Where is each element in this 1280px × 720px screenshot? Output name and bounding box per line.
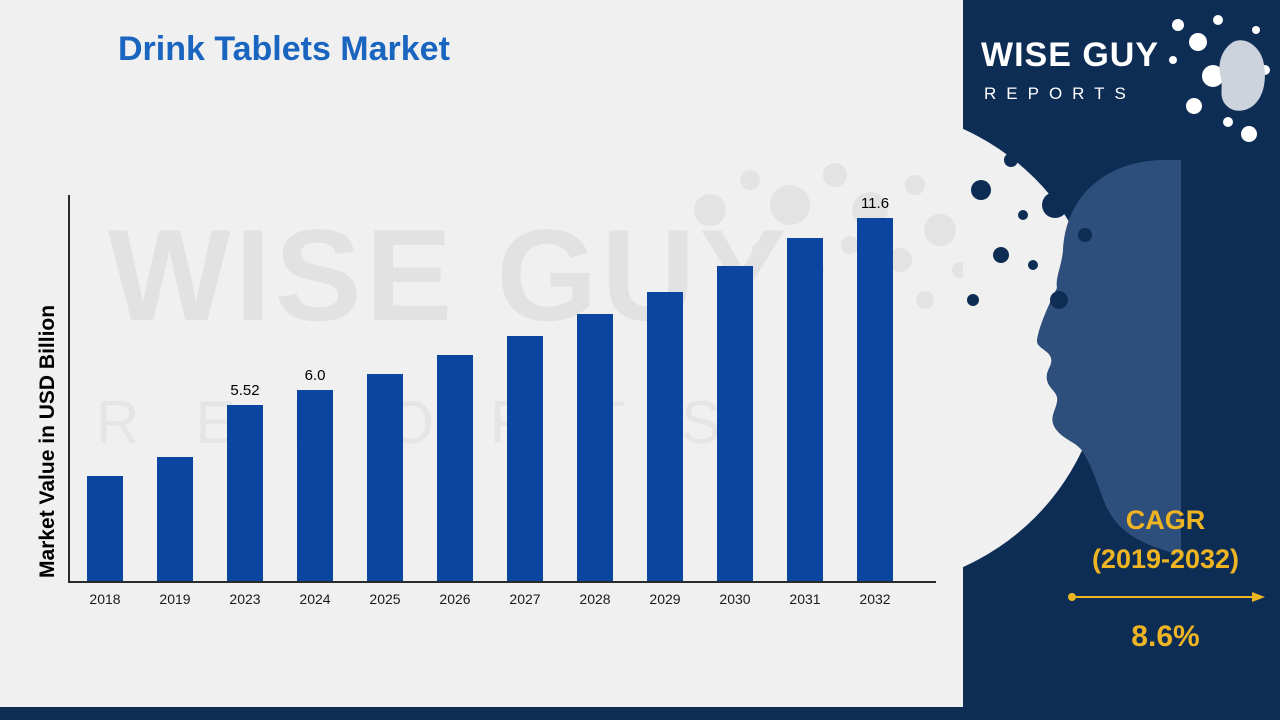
bar-chart: 2018 2019 5.52 2023 6.0 2024 2025 2026 2027 2028 2… bbox=[68, 195, 936, 607]
bar-2029 bbox=[647, 291, 683, 581]
x-tick-2026: 2026 bbox=[439, 591, 471, 607]
cagr-arrow-line bbox=[1067, 592, 1265, 602]
bar-2019 bbox=[157, 457, 193, 581]
x-tick-2028: 2028 bbox=[579, 591, 611, 607]
x-tick-2025: 2025 bbox=[369, 591, 401, 607]
bottom-accent-bar bbox=[0, 707, 1280, 720]
page-title: Drink Tablets Market bbox=[118, 30, 450, 68]
cagr-block: CAGR (2019-2032) 8.6% bbox=[1058, 505, 1273, 654]
x-tick-2029: 2029 bbox=[649, 591, 681, 607]
bar-group-2025: 2025 bbox=[350, 195, 420, 607]
watermark-reports-text: REPORTS bbox=[96, 388, 777, 457]
bar-value-label-2023: 5.52 bbox=[230, 382, 260, 400]
cagr-label: CAGR bbox=[1125, 505, 1206, 535]
bar-group-2026: 2026 bbox=[420, 195, 490, 607]
cagr-range: (2019-2032) bbox=[1091, 544, 1240, 574]
bar-2031 bbox=[787, 237, 823, 581]
x-tick-2024: 2024 bbox=[299, 591, 331, 607]
bar-group-2027: 2027 bbox=[490, 195, 560, 607]
bars: 2018 2019 5.52 2023 6.0 2024 2025 2026 2027 2028 2… bbox=[70, 195, 910, 607]
bar-value-label-2024: 6.0 bbox=[304, 367, 326, 385]
x-tick-2030: 2030 bbox=[719, 591, 751, 607]
navy-dots-pattern bbox=[967, 126, 1092, 309]
bar-2030 bbox=[717, 266, 753, 581]
bar-group-2031: 2031 bbox=[770, 195, 840, 607]
bar-group-2023: 5.52 2023 bbox=[210, 195, 280, 607]
bar-group-2024: 6.0 2024 bbox=[280, 195, 350, 607]
logo-face-icon bbox=[1219, 40, 1265, 111]
bar-group-2032: 11.6 2032 bbox=[840, 195, 910, 607]
x-tick-2031: 2031 bbox=[789, 591, 821, 607]
face-profile-art bbox=[967, 15, 1270, 555]
bar-group-2028: 2028 bbox=[560, 195, 630, 607]
bar-2024 bbox=[297, 390, 333, 581]
y-axis-label: Market Value in USD Billion bbox=[36, 304, 59, 578]
x-tick-2027: 2027 bbox=[509, 591, 541, 607]
x-tick-2032: 2032 bbox=[859, 591, 891, 607]
bar-value-label-2032: 11.6 bbox=[860, 195, 890, 212]
bar-group-2030: 2030 bbox=[700, 195, 770, 607]
bar-group-2018: 2018 bbox=[70, 195, 140, 607]
bar-2025 bbox=[367, 374, 403, 581]
x-tick-2018: 2018 bbox=[89, 591, 121, 607]
bar-2018 bbox=[87, 476, 123, 581]
brand-panel: WISE GUY REPORTS CAGR (2019-2032) 8.6% bbox=[963, 0, 1280, 720]
bar-group-2029: 2029 bbox=[630, 195, 700, 607]
cagr-value: 8.6% bbox=[1131, 620, 1200, 653]
x-tick-2019: 2019 bbox=[159, 591, 191, 607]
bar-2026 bbox=[437, 355, 473, 581]
logo-reports: REPORTS bbox=[984, 84, 1136, 103]
bar-2027 bbox=[507, 336, 543, 581]
bar-2023 bbox=[227, 405, 263, 581]
face-silhouette-icon bbox=[1036, 160, 1181, 555]
bar-2032 bbox=[857, 218, 893, 581]
logo-wiseguy: WISE GUY bbox=[981, 36, 1160, 74]
bar-2028 bbox=[577, 313, 613, 581]
bar-group-2019: 2019 bbox=[140, 195, 210, 607]
x-tick-2023: 2023 bbox=[229, 591, 261, 607]
